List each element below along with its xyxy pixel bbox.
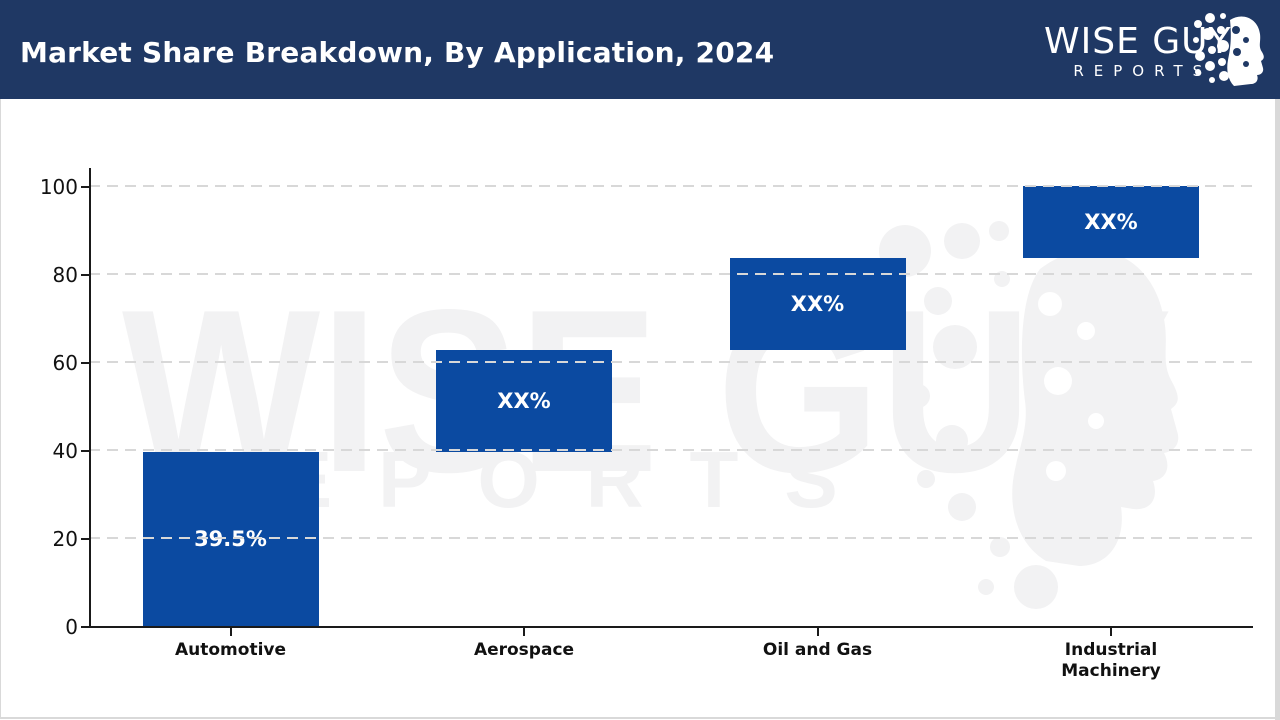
y-tick-100 (81, 186, 89, 188)
bar-value-label: XX% (790, 292, 845, 317)
y-axis-line (89, 168, 91, 628)
x-tick-2 (523, 628, 525, 636)
x-tick-4 (1110, 628, 1112, 636)
gridline-20 (89, 537, 1253, 539)
y-tick-0 (81, 626, 89, 628)
y-tick-label-40: 40 (52, 439, 78, 463)
category-label-oil-and-gas: Oil and Gas (762, 640, 873, 660)
logo-face-icon (1193, 13, 1264, 86)
bar-industrial-machinery: XX% (1023, 186, 1199, 259)
y-tick-label-60: 60 (52, 351, 78, 375)
bar-automotive: 39.5% (142, 452, 319, 626)
gridline-80 (89, 273, 1253, 275)
page-border-left (0, 99, 1, 719)
bar-oil-and-gas: XX% (729, 258, 906, 351)
y-tick-label-20: 20 (52, 527, 78, 551)
category-label-aerospace: Aerospace (473, 640, 575, 660)
y-tick-label-0: 0 (65, 615, 78, 639)
bar-value-label: XX% (497, 389, 551, 414)
y-tick-20 (81, 538, 89, 540)
y-tick-80 (81, 274, 89, 276)
x-tick-1 (229, 628, 232, 636)
bar-value-label: XX% (1084, 210, 1138, 235)
gridline-60 (89, 361, 1253, 363)
bar-value-label: 39.5% (194, 527, 267, 552)
gridline-100 (89, 185, 1253, 187)
y-tick-label-80: 80 (52, 263, 78, 287)
wise-guy-logo: WISE GUY REPORTS (1016, 8, 1266, 92)
logo-subtitle: REPORTS (1073, 62, 1213, 80)
header: Market Share Breakdown, By Application, … (0, 0, 1280, 99)
y-tick-40 (81, 450, 89, 452)
watermark-face-icon (1012, 249, 1179, 566)
category-label-industrial-machinery: Industrial Machinery (1061, 640, 1161, 681)
y-tick-label-100: 100 (39, 175, 78, 199)
page-border-bottom (0, 717, 1280, 719)
gridline-40 (89, 449, 1253, 451)
x-tick-3 (816, 628, 819, 636)
chart-title: Market Share Breakdown, By Application, … (20, 36, 775, 69)
bar-aerospace: XX% (436, 350, 612, 453)
page-border-right (1275, 99, 1280, 720)
x-axis-line (89, 626, 1253, 628)
category-label-automotive: Automotive (174, 640, 287, 660)
y-tick-60 (81, 362, 89, 364)
